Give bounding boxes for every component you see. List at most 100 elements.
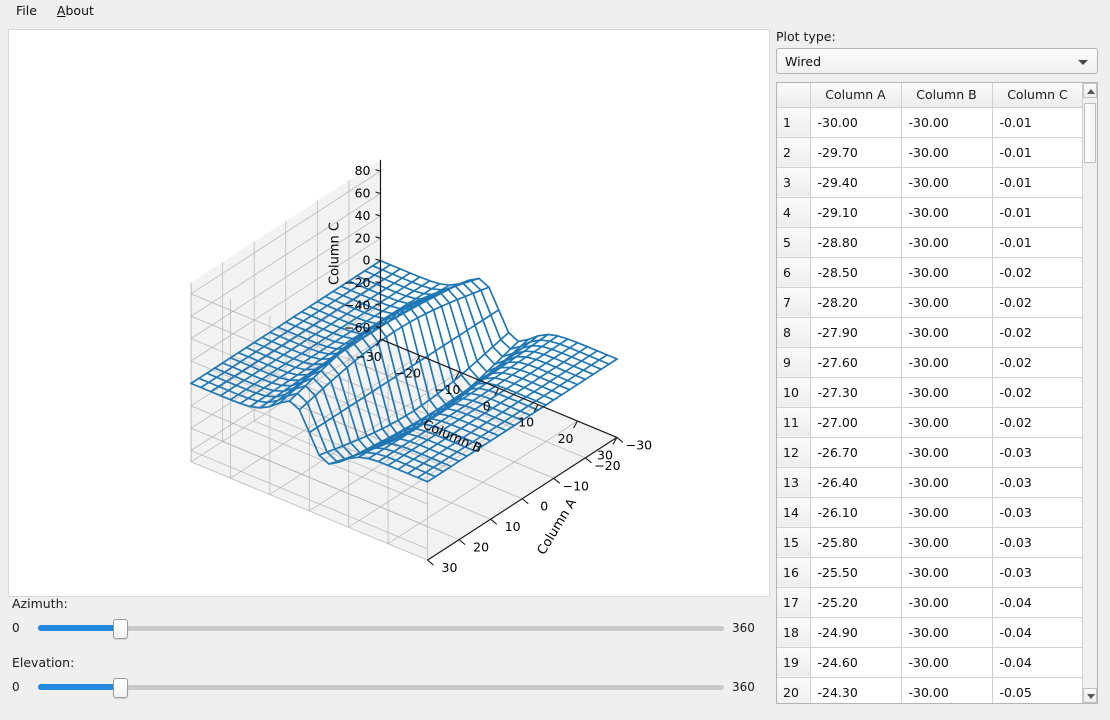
cell-column-b[interactable]: -30.00 bbox=[901, 257, 993, 288]
cell-column-b[interactable]: -30.00 bbox=[901, 347, 993, 378]
table-row[interactable]: 1 -30.00 -30.00 -0.01 bbox=[777, 107, 1084, 138]
cell-column-c[interactable]: -0.01 bbox=[992, 167, 1084, 198]
azimuth-slider-thumb[interactable] bbox=[112, 619, 128, 639]
cell-column-b[interactable]: -30.00 bbox=[901, 167, 993, 198]
cell-column-b[interactable]: -30.00 bbox=[901, 497, 993, 528]
row-header[interactable]: 14 bbox=[777, 497, 811, 528]
row-header[interactable]: 15 bbox=[777, 527, 811, 558]
cell-column-a[interactable]: -30.00 bbox=[810, 107, 902, 138]
cell-column-c[interactable]: -0.02 bbox=[992, 347, 1084, 378]
table-row[interactable]: 2 -29.70 -30.00 -0.01 bbox=[777, 137, 1084, 168]
cell-column-c[interactable]: -0.04 bbox=[992, 647, 1084, 678]
cell-column-b[interactable]: -30.00 bbox=[901, 377, 993, 408]
cell-column-b[interactable]: -30.00 bbox=[901, 437, 993, 468]
table-row[interactable]: 18 -24.90 -30.00 -0.04 bbox=[777, 617, 1084, 648]
cell-column-a[interactable]: -27.30 bbox=[810, 377, 902, 408]
cell-column-a[interactable]: -25.80 bbox=[810, 527, 902, 558]
table-row[interactable]: 5 -28.80 -30.00 -0.01 bbox=[777, 227, 1084, 258]
cell-column-c[interactable]: -0.01 bbox=[992, 107, 1084, 138]
cell-column-c[interactable]: -0.02 bbox=[992, 317, 1084, 348]
cell-column-b[interactable]: -30.00 bbox=[901, 587, 993, 618]
column-header-b[interactable]: Column B bbox=[901, 83, 993, 108]
cell-column-a[interactable]: -28.50 bbox=[810, 257, 902, 288]
table-row[interactable]: 6 -28.50 -30.00 -0.02 bbox=[777, 257, 1084, 288]
cell-column-c[interactable]: -0.01 bbox=[992, 137, 1084, 168]
cell-column-c[interactable]: -0.03 bbox=[992, 437, 1084, 468]
cell-column-b[interactable]: -30.00 bbox=[901, 227, 993, 258]
cell-column-b[interactable]: -30.00 bbox=[901, 617, 993, 648]
table-row[interactable]: 15 -25.80 -30.00 -0.03 bbox=[777, 527, 1084, 558]
cell-column-c[interactable]: -0.03 bbox=[992, 497, 1084, 528]
column-header-c[interactable]: Column C bbox=[992, 83, 1084, 108]
cell-column-a[interactable]: -26.40 bbox=[810, 467, 902, 498]
cell-column-a[interactable]: -27.90 bbox=[810, 317, 902, 348]
table-row[interactable]: 17 -25.20 -30.00 -0.04 bbox=[777, 587, 1084, 618]
row-header[interactable]: 9 bbox=[777, 347, 811, 378]
table-row[interactable]: 20 -24.30 -30.00 -0.05 bbox=[777, 677, 1084, 703]
row-header[interactable]: 16 bbox=[777, 557, 811, 588]
cell-column-b[interactable]: -30.00 bbox=[901, 197, 993, 228]
table-row[interactable]: 4 -29.10 -30.00 -0.01 bbox=[777, 197, 1084, 228]
table-row[interactable]: 13 -26.40 -30.00 -0.03 bbox=[777, 467, 1084, 498]
table-row[interactable]: 16 -25.50 -30.00 -0.03 bbox=[777, 557, 1084, 588]
cell-column-a[interactable]: -29.70 bbox=[810, 137, 902, 168]
cell-column-a[interactable]: -29.40 bbox=[810, 167, 902, 198]
row-header[interactable]: 11 bbox=[777, 407, 811, 438]
cell-column-a[interactable]: -28.20 bbox=[810, 287, 902, 318]
menu-item-about[interactable]: About bbox=[56, 2, 94, 18]
row-header[interactable]: 4 bbox=[777, 197, 811, 228]
table-row[interactable]: 8 -27.90 -30.00 -0.02 bbox=[777, 317, 1084, 348]
cell-column-b[interactable]: -30.00 bbox=[901, 107, 993, 138]
cell-column-c[interactable]: -0.04 bbox=[992, 587, 1084, 618]
cell-column-c[interactable]: -0.02 bbox=[992, 287, 1084, 318]
cell-column-c[interactable]: -0.02 bbox=[992, 377, 1084, 408]
row-header[interactable]: 20 bbox=[777, 677, 811, 703]
table-row[interactable]: 7 -28.20 -30.00 -0.02 bbox=[777, 287, 1084, 318]
cell-column-b[interactable]: -30.00 bbox=[901, 317, 993, 348]
cell-column-c[interactable]: -0.02 bbox=[992, 407, 1084, 438]
table-scrollbar[interactable] bbox=[1082, 83, 1097, 703]
azimuth-slider-groove[interactable] bbox=[38, 626, 724, 631]
cell-column-a[interactable]: -28.80 bbox=[810, 227, 902, 258]
table-row[interactable]: 9 -27.60 -30.00 -0.02 bbox=[777, 347, 1084, 378]
cell-column-c[interactable]: -0.04 bbox=[992, 617, 1084, 648]
data-table-container[interactable]: Column A Column B Column C 1 -30.00 -30.00… bbox=[776, 82, 1098, 704]
row-header[interactable]: 7 bbox=[777, 287, 811, 318]
cell-column-b[interactable]: -30.00 bbox=[901, 287, 993, 318]
cell-column-a[interactable]: -25.50 bbox=[810, 557, 902, 588]
row-header[interactable]: 5 bbox=[777, 227, 811, 258]
table-row[interactable]: 10 -27.30 -30.00 -0.02 bbox=[777, 377, 1084, 408]
row-header[interactable]: 19 bbox=[777, 647, 811, 678]
scrollbar-thumb[interactable] bbox=[1084, 103, 1096, 163]
elevation-slider-thumb[interactable] bbox=[112, 678, 128, 698]
row-header[interactable]: 13 bbox=[777, 467, 811, 498]
cell-column-a[interactable]: -25.20 bbox=[810, 587, 902, 618]
row-header[interactable]: 3 bbox=[777, 167, 811, 198]
cell-column-b[interactable]: -30.00 bbox=[901, 137, 993, 168]
table-row[interactable]: 19 -24.60 -30.00 -0.04 bbox=[777, 647, 1084, 678]
elevation-slider[interactable] bbox=[38, 678, 724, 698]
row-header[interactable]: 17 bbox=[777, 587, 811, 618]
cell-column-c[interactable]: -0.03 bbox=[992, 557, 1084, 588]
cell-column-a[interactable]: -24.90 bbox=[810, 617, 902, 648]
table-row[interactable]: 3 -29.40 -30.00 -0.01 bbox=[777, 167, 1084, 198]
row-header[interactable]: 2 bbox=[777, 137, 811, 168]
cell-column-c[interactable]: -0.01 bbox=[992, 197, 1084, 228]
row-header[interactable]: 18 bbox=[777, 617, 811, 648]
cell-column-a[interactable]: -27.60 bbox=[810, 347, 902, 378]
row-header[interactable]: 8 bbox=[777, 317, 811, 348]
azimuth-slider[interactable] bbox=[38, 619, 724, 639]
cell-column-a[interactable]: -24.60 bbox=[810, 647, 902, 678]
table-row[interactable]: 14 -26.10 -30.00 -0.03 bbox=[777, 497, 1084, 528]
cell-column-c[interactable]: -0.03 bbox=[992, 527, 1084, 558]
cell-column-b[interactable]: -30.00 bbox=[901, 557, 993, 588]
row-header[interactable]: 1 bbox=[777, 107, 811, 138]
cell-column-c[interactable]: -0.03 bbox=[992, 467, 1084, 498]
plot-type-select[interactable]: Wired bbox=[776, 48, 1098, 74]
row-header[interactable]: 6 bbox=[777, 257, 811, 288]
plot-canvas[interactable]: −60 −40 −20 0 20 40 60 80 −30 −20 −10 0 10 20 30 −30 −20… bbox=[8, 29, 770, 597]
cell-column-b[interactable]: -30.00 bbox=[901, 407, 993, 438]
row-header[interactable]: 10 bbox=[777, 377, 811, 408]
scroll-up-button[interactable] bbox=[1083, 83, 1097, 98]
table-row[interactable]: 11 -27.00 -30.00 -0.02 bbox=[777, 407, 1084, 438]
